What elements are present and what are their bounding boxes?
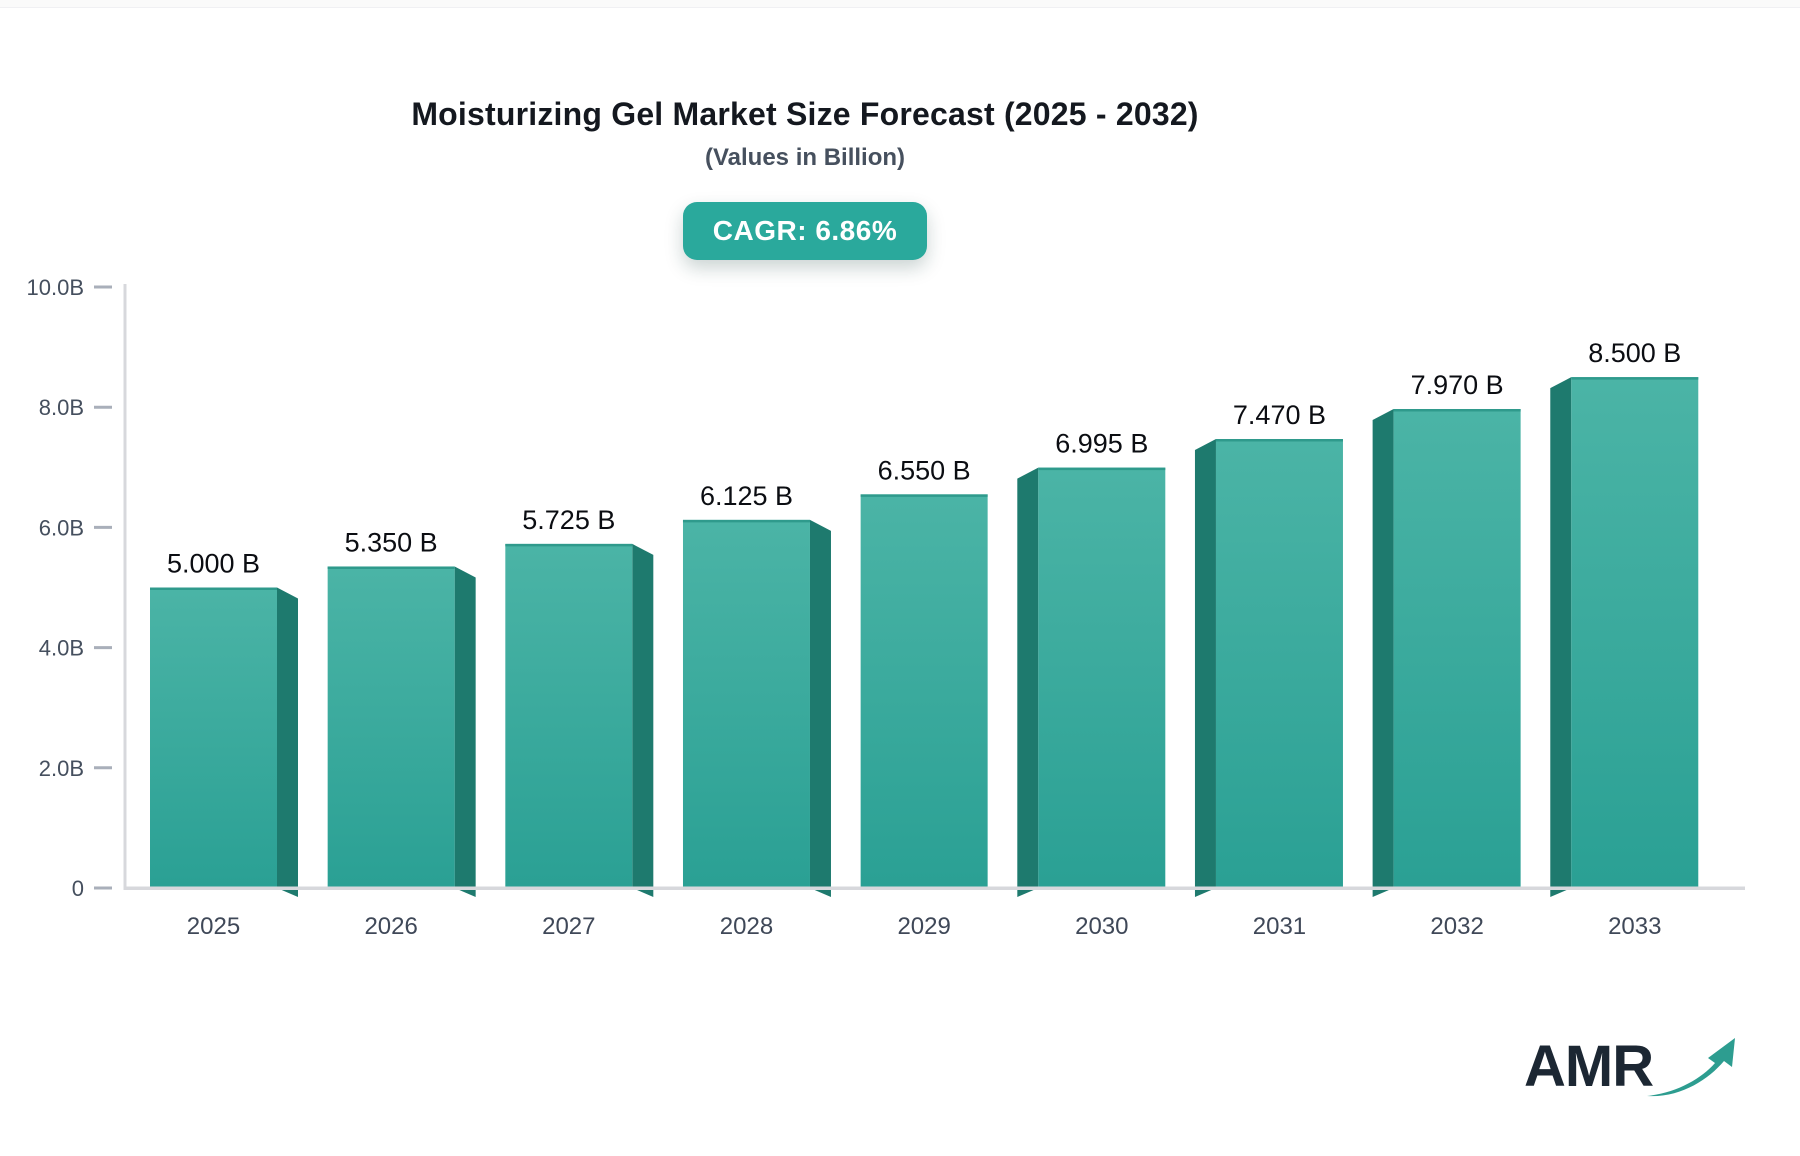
- bar-value-label: 8.500 B: [1588, 338, 1681, 368]
- x-axis-label: 2028: [720, 913, 773, 940]
- y-axis-line: [123, 284, 127, 890]
- bar-2026: 5.350 B: [327, 527, 476, 897]
- bar-2029: 6.550 B: [860, 455, 988, 889]
- page-top-border: [0, 0, 1800, 8]
- bar-face[interactable]: [1215, 439, 1343, 889]
- bar-face[interactable]: [1571, 377, 1699, 889]
- bar-side-3d: [454, 566, 476, 897]
- bar-side-3d: [1372, 409, 1394, 897]
- bar-value-label: 5.000 B: [167, 549, 260, 579]
- chart-header: Moisturizing Gel Market Size Forecast (2…: [0, 94, 1610, 260]
- x-axis-label: 2026: [364, 913, 417, 940]
- cagr-badge: CAGR: 6.86%: [682, 202, 928, 260]
- bar-value-label: 5.350 B: [345, 527, 438, 557]
- y-axis-label: 10.0B: [27, 275, 85, 300]
- bar-side-3d: [1017, 467, 1039, 897]
- bar-side-3d: [1194, 439, 1216, 897]
- bar-side-3d: [632, 543, 654, 897]
- x-axis-label: 2030: [1075, 913, 1128, 940]
- x-axis-label: 2027: [542, 913, 595, 940]
- amr-logo-arrow-icon: [1647, 1038, 1735, 1097]
- bar-face[interactable]: [505, 543, 633, 889]
- bar-2025: 5.000 B: [150, 549, 298, 897]
- x-axis-label: 2031: [1253, 913, 1306, 940]
- bar-face[interactable]: [682, 519, 810, 889]
- bar-value-label: 6.995 B: [1055, 429, 1148, 459]
- bar-side-3d: [1550, 377, 1572, 897]
- bar-face[interactable]: [150, 587, 277, 890]
- y-axis-label: 4.0B: [39, 636, 84, 661]
- bar-value-label: 7.970 B: [1411, 370, 1504, 400]
- y-axis-label: 8.0B: [39, 395, 84, 420]
- bar-side-3d: [277, 587, 298, 897]
- bar-value-label: 7.470 B: [1233, 400, 1326, 430]
- x-axis-label: 2033: [1608, 913, 1661, 940]
- chart-subtitle: (Values in Billion): [704, 144, 906, 171]
- amr-logo: AMR: [1524, 1032, 1735, 1116]
- x-axis-label: 2025: [187, 913, 240, 940]
- bar-2028: 6.125 B: [682, 481, 831, 897]
- amr-logo-text: AMR: [1524, 1034, 1654, 1099]
- y-axis-label: 2.0B: [39, 756, 84, 781]
- bar-2032: 7.970 B: [1372, 370, 1521, 897]
- bar-2033: 8.500 B: [1550, 338, 1699, 897]
- x-axis-label: 2029: [897, 913, 950, 940]
- x-axis-line: [123, 886, 1745, 890]
- y-axis-label: 0: [72, 876, 84, 901]
- bar-side-3d: [809, 519, 831, 897]
- y-axis-label: 6.0B: [39, 515, 84, 540]
- bar-2027: 5.725 B: [505, 505, 654, 897]
- chart-title: Moisturizing Gel Market Size Forecast (2…: [411, 96, 1199, 132]
- bar-face[interactable]: [1393, 409, 1521, 889]
- bar-face[interactable]: [860, 494, 988, 889]
- bar-2031: 7.470 B: [1194, 400, 1343, 897]
- x-axis-label: 2032: [1430, 913, 1483, 940]
- bar-2030: 6.995 B: [1017, 429, 1166, 897]
- bar-face[interactable]: [327, 566, 455, 889]
- bar-face[interactable]: [1038, 467, 1166, 889]
- bar-value-label: 5.725 B: [522, 505, 615, 535]
- bar-value-label: 6.125 B: [700, 481, 793, 511]
- bar-value-label: 6.550 B: [878, 455, 971, 485]
